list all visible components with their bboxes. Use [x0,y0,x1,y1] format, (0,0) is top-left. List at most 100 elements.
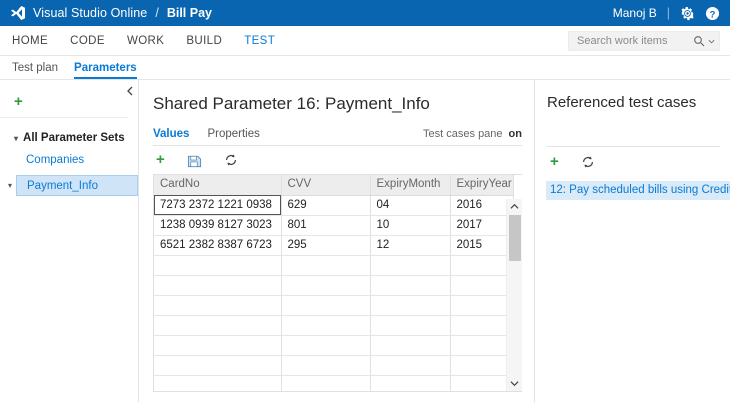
gear-icon[interactable] [680,6,695,21]
caret-down-icon[interactable]: ▾ [8,181,13,190]
parameter-sets-group-label: All Parameter Sets [23,132,125,144]
column-header-cvv[interactable]: CVV [281,175,371,196]
page-title: Shared Parameter 16: Payment_Info [153,94,430,113]
table-cell[interactable] [154,295,282,316]
table-row[interactable] [154,275,514,296]
triangle-down-icon[interactable]: ▾ [14,133,19,143]
table-cell[interactable] [370,355,451,376]
parameter-sets-group-header[interactable]: ▾ All Parameter Sets [0,132,138,144]
table-cell[interactable] [370,375,451,391]
chevron-left-icon[interactable] [126,86,134,99]
refresh-icon[interactable] [581,155,595,169]
chevron-down-icon[interactable] [708,38,715,45]
table-cell[interactable] [450,355,514,376]
table-row[interactable] [154,295,514,316]
search-icon[interactable] [693,35,705,47]
table-cell[interactable] [370,335,451,356]
sidebar-item-companies[interactable]: Companies [0,149,138,170]
refresh-icon[interactable] [224,153,238,167]
table-cell[interactable] [370,255,451,276]
parameter-values-grid[interactable]: CardNo CVV ExpiryMonth ExpiryYear 7273 2… [153,174,522,392]
table-cell[interactable] [154,335,282,356]
table-cell[interactable]: 1238 0939 8127 3023 [154,215,282,236]
table-cell[interactable] [281,275,371,296]
table-cell[interactable] [370,295,451,316]
table-cell[interactable] [154,375,282,391]
tab-properties[interactable]: Properties [207,128,260,140]
test-cases-pane-state[interactable]: on [508,128,522,140]
table-cell[interactable] [450,315,514,336]
table-cell[interactable] [450,275,514,296]
table-cell[interactable]: 801 [281,215,371,236]
table-cell[interactable]: 6521 2382 8387 6723 [154,235,282,256]
nav-item-test[interactable]: TEST [244,34,276,47]
table-cell[interactable]: 10 [370,215,451,236]
nav-item-home[interactable]: HOME [12,34,49,47]
table-row[interactable] [154,255,514,276]
table-cell[interactable] [450,335,514,356]
sidebar-item-payment-info[interactable]: Payment_Info [16,175,138,196]
plus-icon[interactable]: + [14,93,23,110]
table-row[interactable] [154,335,514,356]
save-disk-icon[interactable] [187,153,202,168]
search-input[interactable] [575,34,693,48]
column-header-expirymonth[interactable]: ExpiryMonth [370,175,451,196]
table-cell[interactable]: 04 [370,195,451,216]
brand-name[interactable]: Visual Studio Online [33,6,148,20]
top-header-bar: Visual Studio Online / Bill Pay Manoj B … [0,0,730,26]
table-cell[interactable] [370,315,451,336]
scroll-down-arrow-icon[interactable] [507,376,522,391]
project-name[interactable]: Bill Pay [166,6,212,20]
table-cell[interactable] [281,355,371,376]
nav-item-work[interactable]: WORK [126,34,165,47]
values-table: CardNo CVV ExpiryMonth ExpiryYear 7273 2… [154,175,514,391]
tab-parameters[interactable]: Parameters [74,62,137,79]
table-cell[interactable] [154,255,282,276]
search-box[interactable] [568,31,720,51]
test-cases-pane-toggle[interactable]: Test cases pane on [423,128,522,140]
nav-item-code[interactable]: CODE [70,34,105,47]
table-cell[interactable]: 629 [281,195,371,216]
table-row[interactable]: 1238 0939 8127 3023 801 10 2017 [154,215,514,236]
table-row[interactable]: 6521 2382 8387 6723 295 12 2015 [154,235,514,256]
table-cell[interactable]: 2016 [450,195,514,216]
table-cell[interactable] [281,295,371,316]
detail-tabs: Values Properties Test cases pane on [153,128,522,146]
table-cell[interactable] [154,315,282,336]
scroll-up-arrow-icon[interactable] [507,199,522,214]
user-name[interactable]: Manoj B [612,6,657,20]
column-header-expiryyear[interactable]: ExpiryYear [450,175,514,196]
referenced-test-cases-title: Referenced test cases [547,94,697,111]
table-row[interactable] [154,375,514,391]
scrollbar-thumb[interactable] [509,215,521,261]
table-cell[interactable] [281,335,371,356]
tab-values[interactable]: Values [153,128,190,140]
table-cell[interactable]: 7273 2372 1221 0938 [154,195,282,216]
table-cell[interactable]: 2015 [450,235,514,256]
svg-text:?: ? [710,9,716,19]
table-cell[interactable]: 12 [370,235,451,256]
table-cell[interactable] [370,275,451,296]
table-cell[interactable] [281,255,371,276]
column-header-cardno[interactable]: CardNo [154,175,282,196]
table-row[interactable] [154,315,514,336]
nav-item-build[interactable]: BUILD [186,34,223,47]
table-cell[interactable] [281,315,371,336]
list-item[interactable]: 12: Pay scheduled bills using Credit Car… [546,181,730,200]
table-cell[interactable] [450,375,514,391]
tab-test-plan[interactable]: Test plan [12,62,59,74]
table-cell[interactable]: 2017 [450,215,514,236]
help-icon[interactable]: ? [705,6,720,21]
table-row[interactable]: 7273 2372 1221 0938 629 04 2016 [154,195,514,216]
table-cell[interactable] [154,355,282,376]
table-cell[interactable] [450,295,514,316]
table-row[interactable] [154,355,514,376]
test-cases-toolbar: + [547,147,720,177]
table-cell[interactable] [450,255,514,276]
table-cell[interactable]: 295 [281,235,371,256]
table-cell[interactable] [154,275,282,296]
table-cell[interactable] [281,375,371,391]
visual-studio-logo-icon[interactable] [10,6,26,20]
sidebar-item-label: Companies [26,153,85,166]
grid-vertical-scrollbar[interactable] [506,199,522,391]
